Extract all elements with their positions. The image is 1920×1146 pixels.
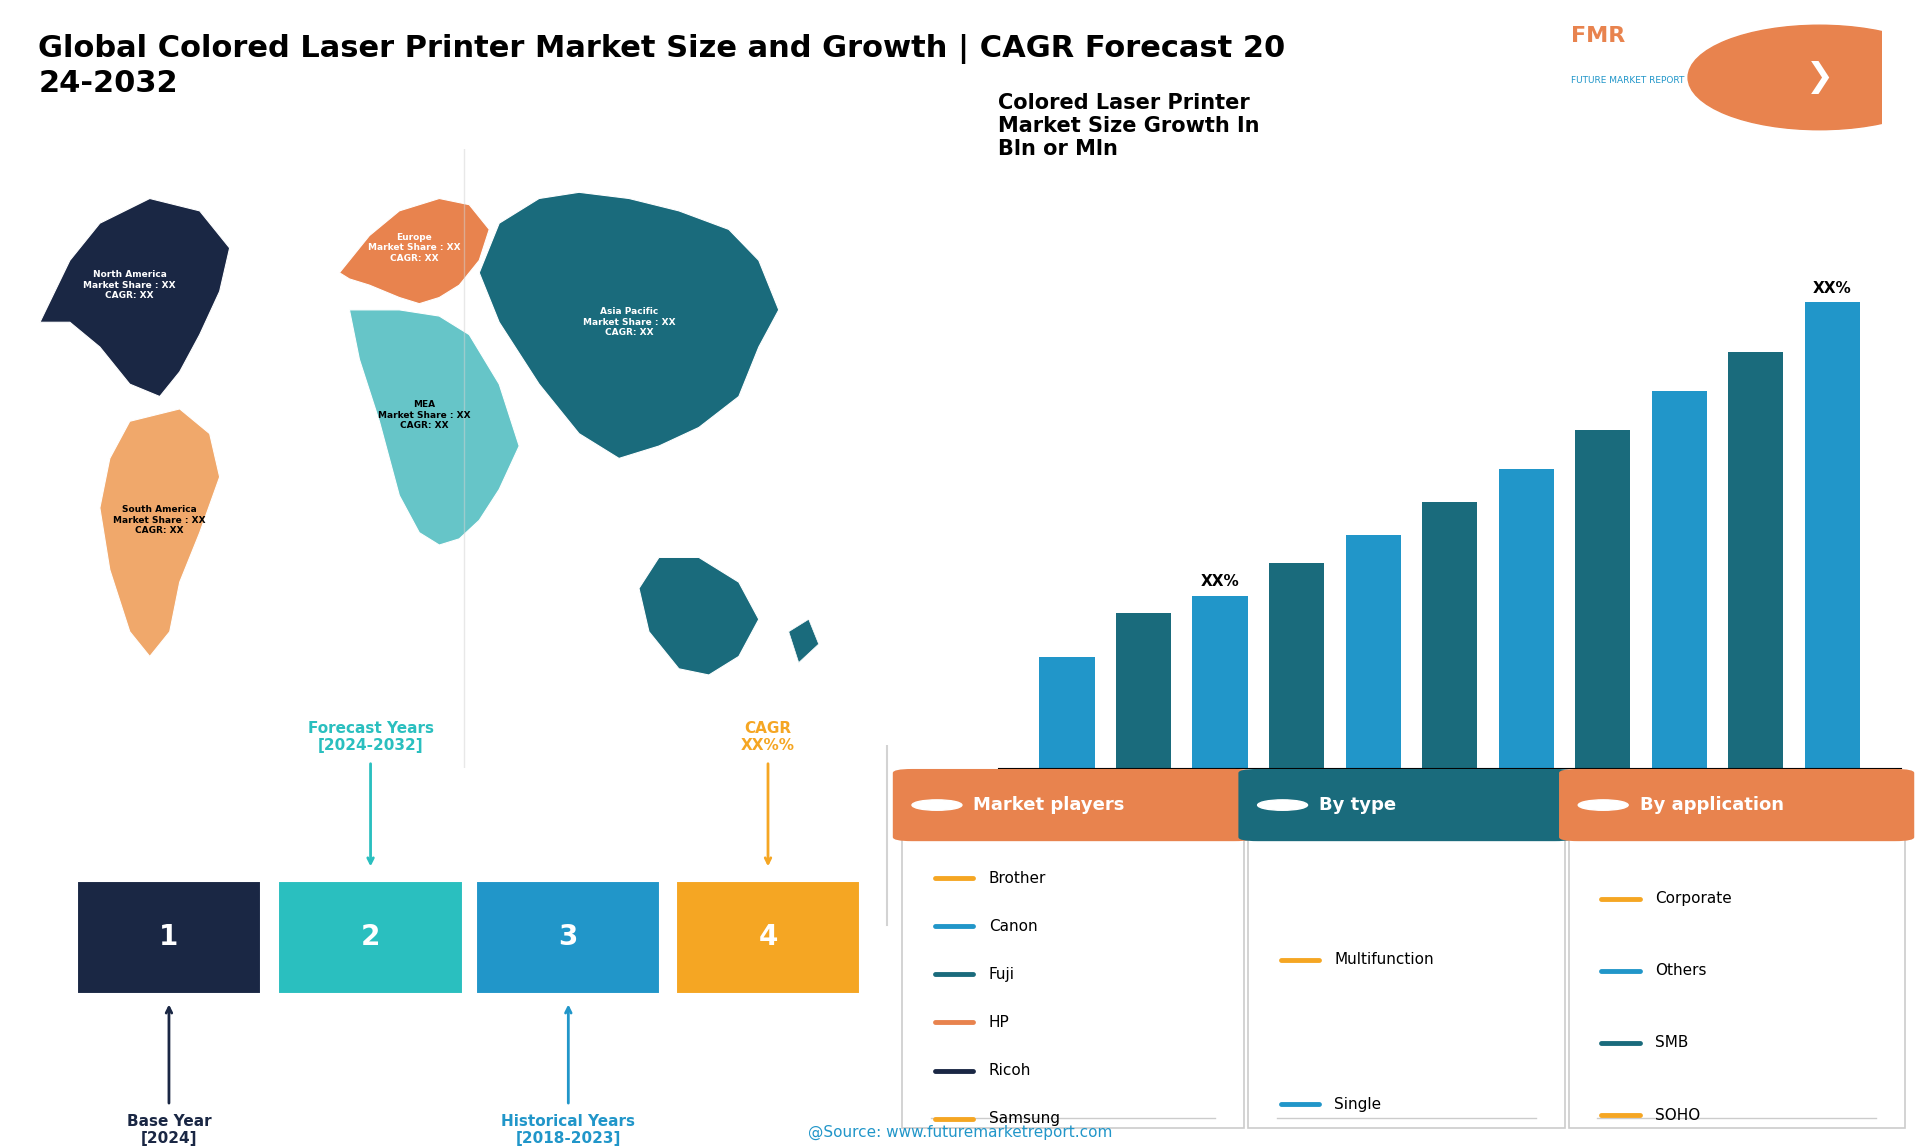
Bar <box>1423 502 1476 768</box>
Text: FMR: FMR <box>1571 25 1624 46</box>
Text: Others: Others <box>1655 964 1707 979</box>
Text: Historical Years
[2018-2023]: Historical Years [2018-2023] <box>501 1114 636 1146</box>
Text: 2: 2 <box>361 924 380 951</box>
Polygon shape <box>100 409 219 657</box>
Bar <box>1728 352 1784 768</box>
Circle shape <box>1258 800 1308 810</box>
FancyBboxPatch shape <box>893 769 1254 841</box>
Text: Single: Single <box>1334 1097 1382 1112</box>
Text: FUTURE MARKET REPORT: FUTURE MARKET REPORT <box>1571 76 1684 85</box>
Polygon shape <box>340 198 490 304</box>
Text: XX%: XX% <box>1812 281 1851 296</box>
Bar <box>1574 430 1630 768</box>
Text: XX%: XX% <box>1200 574 1240 589</box>
FancyBboxPatch shape <box>1238 769 1574 841</box>
Text: SMB: SMB <box>1655 1036 1688 1051</box>
FancyBboxPatch shape <box>1569 835 1905 1128</box>
Polygon shape <box>639 557 758 675</box>
Bar <box>1039 657 1094 768</box>
FancyBboxPatch shape <box>676 881 860 994</box>
Bar <box>1651 391 1707 768</box>
Text: Colored Laser Printer
Market Size Growth In
Bln or Mln: Colored Laser Printer Market Size Growth… <box>998 93 1260 159</box>
Bar <box>1116 613 1171 768</box>
Polygon shape <box>349 309 518 545</box>
Bar <box>1805 303 1860 768</box>
FancyBboxPatch shape <box>902 835 1244 1128</box>
FancyBboxPatch shape <box>77 881 261 994</box>
FancyBboxPatch shape <box>476 881 660 994</box>
Text: Base Year
[2024]: Base Year [2024] <box>127 1114 211 1146</box>
Text: Ricoh: Ricoh <box>989 1063 1031 1078</box>
Bar <box>1346 535 1400 768</box>
Text: North America
Market Share : XX
CAGR: XX: North America Market Share : XX CAGR: XX <box>83 270 177 300</box>
Text: 1: 1 <box>159 924 179 951</box>
Text: By type: By type <box>1319 796 1396 814</box>
Text: Global Colored Laser Printer Market Size and Growth | CAGR Forecast 20
24-2032: Global Colored Laser Printer Market Size… <box>38 34 1286 97</box>
Text: SOHO: SOHO <box>1655 1108 1701 1123</box>
Text: Brother: Brother <box>989 871 1046 886</box>
Text: By application: By application <box>1640 796 1784 814</box>
Text: Forecast Years
[2024-2032]: Forecast Years [2024-2032] <box>307 721 434 753</box>
Bar <box>1500 469 1553 768</box>
FancyBboxPatch shape <box>278 881 463 994</box>
Text: Asia Pacific
Market Share : XX
CAGR: XX: Asia Pacific Market Share : XX CAGR: XX <box>582 307 676 337</box>
Text: Market players: Market players <box>973 796 1125 814</box>
Polygon shape <box>40 198 230 397</box>
Text: MEA
Market Share : XX
CAGR: XX: MEA Market Share : XX CAGR: XX <box>378 400 470 430</box>
Text: 3: 3 <box>559 924 578 951</box>
Text: HP: HP <box>989 1015 1010 1030</box>
Text: Corporate: Corporate <box>1655 892 1732 906</box>
Polygon shape <box>480 193 780 458</box>
Text: ❯: ❯ <box>1805 61 1834 94</box>
Text: South America
Market Share : XX
CAGR: XX: South America Market Share : XX CAGR: XX <box>113 505 205 535</box>
FancyBboxPatch shape <box>1248 835 1565 1128</box>
Text: Canon: Canon <box>989 919 1037 934</box>
Text: Samsung: Samsung <box>989 1112 1060 1127</box>
Circle shape <box>912 800 962 810</box>
Text: CAGR
XX%%: CAGR XX%% <box>741 721 795 753</box>
Text: @Source: www.futuremarketreport.com: @Source: www.futuremarketreport.com <box>808 1125 1112 1140</box>
Circle shape <box>1688 25 1920 129</box>
Text: Multifunction: Multifunction <box>1334 952 1434 967</box>
Bar <box>1269 563 1325 768</box>
Polygon shape <box>789 619 818 662</box>
FancyBboxPatch shape <box>1559 769 1914 841</box>
Text: 4: 4 <box>758 924 778 951</box>
Circle shape <box>1578 800 1628 810</box>
Bar <box>1192 596 1248 768</box>
Text: Fuji: Fuji <box>989 967 1016 982</box>
Text: Europe
Market Share : XX
CAGR: XX: Europe Market Share : XX CAGR: XX <box>369 233 461 262</box>
